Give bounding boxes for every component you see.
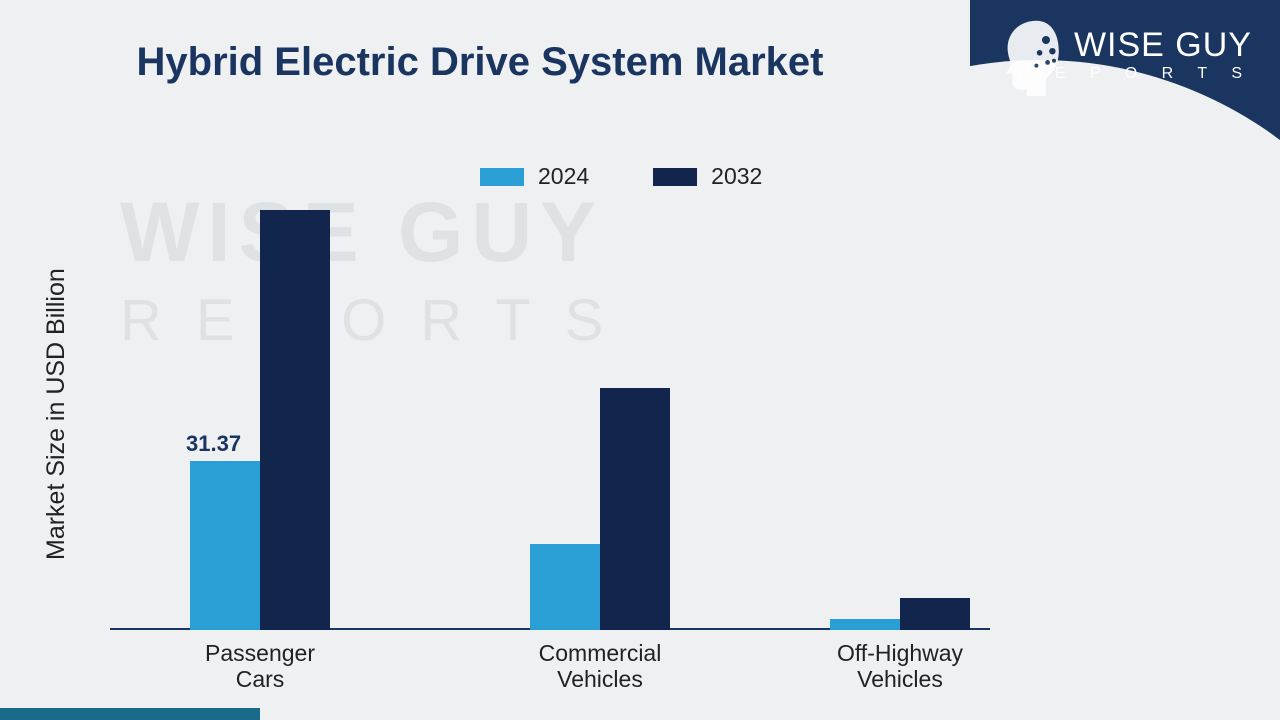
category-label: CommercialVehicles [490,640,710,693]
bar-2024 [190,461,260,630]
brand-logo: WISE GUY R E P O R T S [1019,28,1252,82]
legend-label-2024: 2024 [538,165,589,188]
legend-swatch-2024 [480,168,524,186]
category-label: Off-HighwayVehicles [790,640,1010,693]
bar-2032 [600,388,670,630]
value-label: 31.37 [186,433,241,455]
legend-label-2032: 2032 [711,165,762,188]
bar-2024 [830,619,900,630]
y-axis-label: Market Size in USD Billion [44,268,69,560]
logo-line-1: WISE GUY [1019,28,1252,62]
chart-card: WISE GUY REPORTS Hybrid Electric Drive S… [0,0,1280,720]
bar-2032 [260,210,330,630]
logo-line-2: R E P O R T S [1019,66,1252,82]
legend: 2024 2032 [480,165,762,188]
legend-swatch-2032 [653,168,697,186]
chart-title: Hybrid Electric Drive System Market [0,40,960,84]
footer-accent-bar [0,708,260,720]
bar-2024 [530,544,600,630]
bar-2032 [900,598,970,630]
legend-item-2024: 2024 [480,165,589,188]
legend-item-2032: 2032 [653,165,762,188]
category-label: PassengerCars [150,640,370,693]
plot-area: 31.37PassengerCarsCommercialVehiclesOff-… [110,210,990,630]
